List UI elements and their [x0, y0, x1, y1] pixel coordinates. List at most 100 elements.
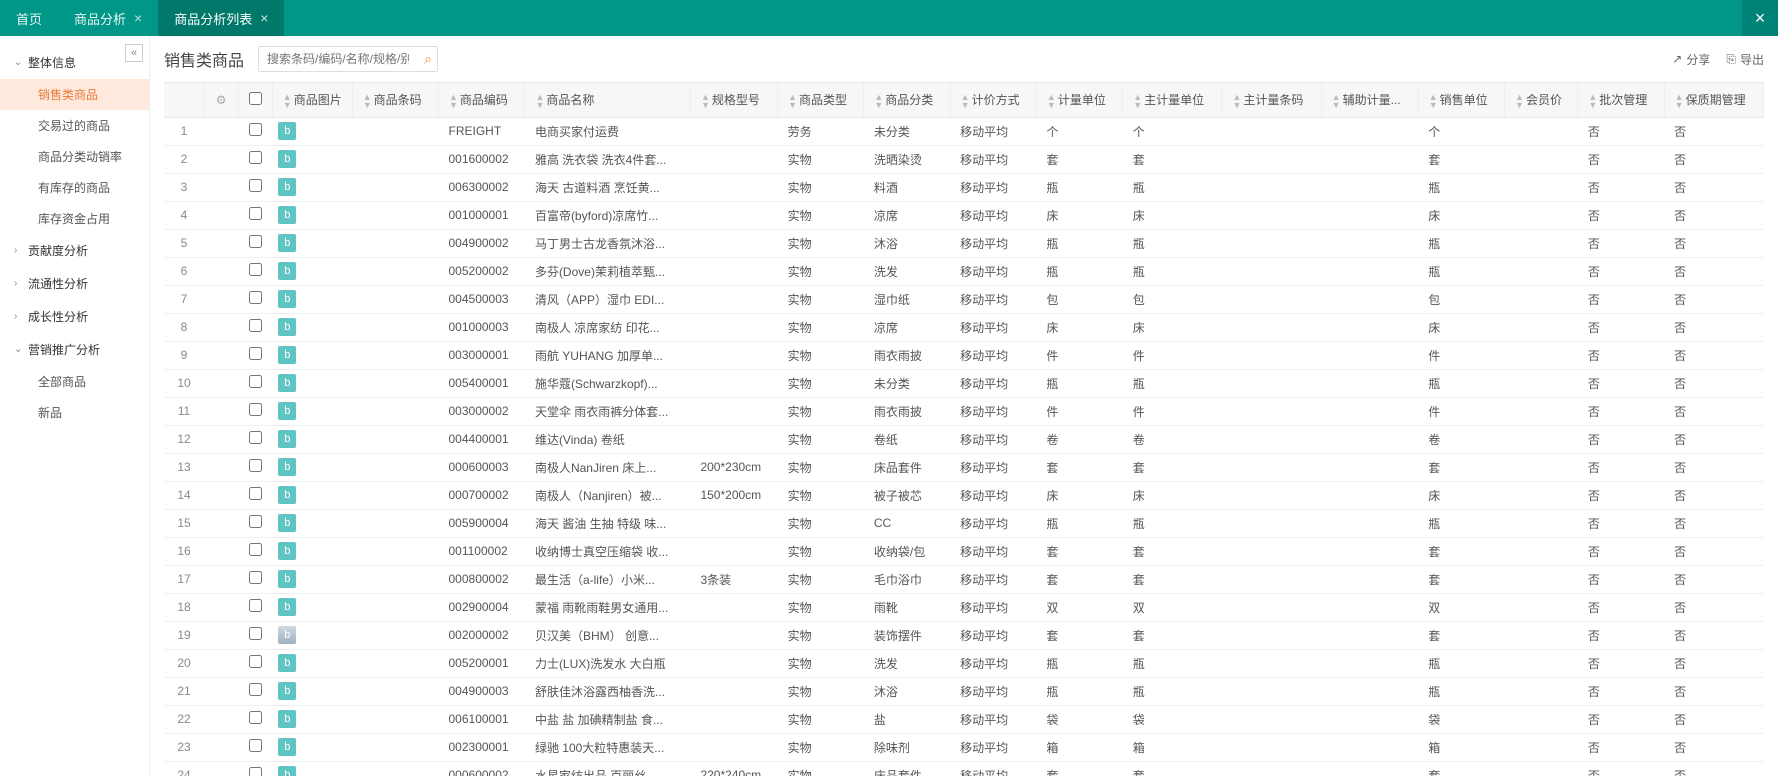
row-check[interactable] [238, 145, 272, 173]
sort-icon[interactable]: ▲▼ [449, 93, 458, 109]
row-check[interactable] [238, 173, 272, 201]
sort-icon[interactable]: ▲▼ [874, 93, 883, 109]
table-row[interactable]: 5b004900002马丁男士古龙香氛沐浴...实物沐浴移动平均瓶瓶瓶否否 [164, 229, 1764, 257]
nav-item[interactable]: 有库存的商品 [0, 172, 149, 203]
row-checkbox[interactable] [249, 487, 262, 500]
nav-group-title[interactable]: ›贡献度分析 [0, 234, 149, 267]
table-row[interactable]: 16b001100002收纳博士真空压缩袋 收...实物收纳袋/包移动平均套套套… [164, 537, 1764, 565]
row-checkbox[interactable] [249, 739, 262, 752]
row-gear[interactable] [204, 453, 238, 481]
cell-img[interactable]: b [272, 705, 352, 733]
sidebar-collapse-button[interactable]: « [125, 44, 143, 62]
row-check[interactable] [238, 425, 272, 453]
cell-img[interactable]: b [272, 397, 352, 425]
search-input[interactable] [258, 46, 438, 72]
row-check[interactable] [238, 453, 272, 481]
sort-icon[interactable]: ▲▼ [1332, 93, 1341, 109]
row-gear[interactable] [204, 117, 238, 145]
tab[interactable]: 商品分析列表× [158, 0, 284, 36]
col-aux_unit[interactable]: ▲▼辅助计量... [1321, 83, 1418, 117]
row-checkbox[interactable] [249, 543, 262, 556]
row-gear[interactable] [204, 537, 238, 565]
col-code[interactable]: ▲▼商品编码 [439, 83, 525, 117]
sort-icon[interactable]: ▲▼ [1588, 93, 1597, 109]
row-check[interactable] [238, 733, 272, 761]
col-main_unit[interactable]: ▲▼主计量单位 [1123, 83, 1222, 117]
row-gear[interactable] [204, 481, 238, 509]
row-check[interactable] [238, 593, 272, 621]
cell-img[interactable]: b [272, 593, 352, 621]
table-row[interactable]: 2b001600002雅高 洗衣袋 洗衣4件套...实物洗晒染烫移动平均套套套否… [164, 145, 1764, 173]
col-vip_price[interactable]: ▲▼会员价 [1505, 83, 1578, 117]
nav-group-title[interactable]: ›成长性分析 [0, 300, 149, 333]
row-gear[interactable] [204, 173, 238, 201]
row-checkbox[interactable] [249, 403, 262, 416]
cell-img[interactable]: b [272, 229, 352, 257]
table-wrap[interactable]: ⚙▲▼商品图片▲▼商品条码▲▼商品编码▲▼商品名称▲▼规格型号▲▼商品类型▲▼商… [164, 82, 1764, 776]
cell-img[interactable]: b [272, 117, 352, 145]
tab-close-icon[interactable]: × [260, 10, 268, 26]
row-gear[interactable] [204, 509, 238, 537]
table-row[interactable]: 15b005900004海天 酱油 生抽 特级 味...实物CC移动平均瓶瓶瓶否… [164, 509, 1764, 537]
row-gear[interactable] [204, 201, 238, 229]
col-unit[interactable]: ▲▼计量单位 [1036, 83, 1122, 117]
nav-item[interactable]: 新品 [0, 397, 149, 428]
col-main_barcode[interactable]: ▲▼主计量条码 [1222, 83, 1321, 117]
cell-img[interactable]: b [272, 173, 352, 201]
cell-img[interactable]: b [272, 341, 352, 369]
row-checkbox[interactable] [249, 291, 262, 304]
table-row[interactable]: 23b002300001绿驰 100大粒特惠装天...实物除味剂移动平均箱箱箱否… [164, 733, 1764, 761]
row-check[interactable] [238, 397, 272, 425]
select-all-checkbox[interactable] [249, 92, 262, 105]
table-row[interactable]: 10b005400001施华蔻(Schwarzkopf)...实物未分类移动平均… [164, 369, 1764, 397]
row-checkbox[interactable] [249, 123, 262, 136]
sort-icon[interactable]: ▲▼ [1515, 93, 1524, 109]
nav-item[interactable]: 库存资金占用 [0, 203, 149, 234]
nav-item[interactable]: 销售类商品 [0, 79, 149, 110]
sort-icon[interactable]: ▲▼ [535, 93, 544, 109]
col-spec[interactable]: ▲▼规格型号 [690, 83, 777, 117]
row-checkbox[interactable] [249, 179, 262, 192]
col-shelf[interactable]: ▲▼保质期管理 [1664, 83, 1763, 117]
nav-item[interactable]: 全部商品 [0, 366, 149, 397]
col-gear[interactable]: ⚙ [204, 83, 238, 117]
row-checkbox[interactable] [249, 683, 262, 696]
table-row[interactable]: 17b000800002最生活（a-life）小米...3条装实物毛巾浴巾移动平… [164, 565, 1764, 593]
table-row[interactable]: 4b001000001百富帝(byford)凉席竹...实物凉席移动平均床床床否… [164, 201, 1764, 229]
table-row[interactable]: 22b006100001中盐 盐 加碘精制盐 食...实物盐移动平均袋袋袋否否 [164, 705, 1764, 733]
row-gear[interactable] [204, 145, 238, 173]
row-check[interactable] [238, 341, 272, 369]
nav-item[interactable]: 交易过的商品 [0, 110, 149, 141]
row-check[interactable] [238, 285, 272, 313]
row-checkbox[interactable] [249, 571, 262, 584]
row-gear[interactable] [204, 621, 238, 649]
row-check[interactable] [238, 201, 272, 229]
cell-img[interactable]: b [272, 201, 352, 229]
cell-img[interactable]: b [272, 369, 352, 397]
row-gear[interactable] [204, 705, 238, 733]
row-checkbox[interactable] [249, 151, 262, 164]
row-checkbox[interactable] [249, 599, 262, 612]
cell-img[interactable]: b [272, 453, 352, 481]
row-gear[interactable] [204, 425, 238, 453]
row-checkbox[interactable] [249, 207, 262, 220]
sort-icon[interactable]: ▲▼ [363, 93, 372, 109]
row-checkbox[interactable] [249, 263, 262, 276]
table-row[interactable]: 9b003000001雨航 YUHANG 加厚单...实物雨衣雨披移动平均件件件… [164, 341, 1764, 369]
nav-item[interactable]: 商品分类动销率 [0, 141, 149, 172]
row-check[interactable] [238, 621, 272, 649]
close-all-tabs-button[interactable]: × [1742, 0, 1778, 36]
cell-img[interactable]: b [272, 425, 352, 453]
sort-icon[interactable]: ▲▼ [961, 93, 970, 109]
tab[interactable]: 商品分析× [58, 0, 158, 36]
col-batch[interactable]: ▲▼批次管理 [1578, 83, 1664, 117]
share-button[interactable]: ↗ 分享 [1672, 51, 1710, 68]
cell-img[interactable]: b [272, 537, 352, 565]
sort-icon[interactable]: ▲▼ [1429, 93, 1438, 109]
cell-img[interactable]: b [272, 565, 352, 593]
row-checkbox[interactable] [249, 235, 262, 248]
gear-icon[interactable]: ⚙ [216, 93, 227, 107]
row-gear[interactable] [204, 761, 238, 776]
sort-icon[interactable]: ▲▼ [1047, 93, 1056, 109]
row-checkbox[interactable] [249, 431, 262, 444]
